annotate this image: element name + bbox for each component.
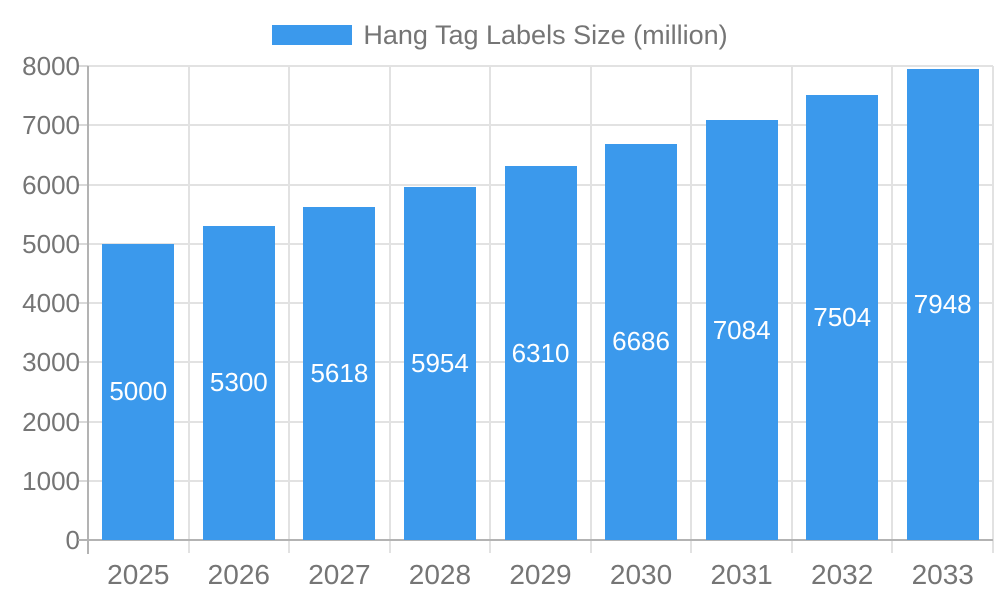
y-axis-tick xyxy=(78,361,88,364)
x-tick-label: 2025 xyxy=(107,559,170,590)
bar-value-label: 6686 xyxy=(612,326,670,357)
x-tick-label: 2032 xyxy=(811,559,874,590)
y-gridline xyxy=(88,124,993,127)
legend-swatch xyxy=(272,25,353,45)
bar-value-label: 7504 xyxy=(813,302,872,333)
x-tick-label: 2026 xyxy=(207,559,270,590)
bar-2032[interactable]: 7504 xyxy=(806,95,879,540)
x-gridline xyxy=(187,66,190,540)
y-axis-tick xyxy=(78,65,88,67)
x-gridline xyxy=(790,66,793,540)
x-axis-tick xyxy=(790,540,793,553)
x-tick-label: 2030 xyxy=(609,559,673,590)
bar-2029[interactable]: 6310 xyxy=(504,166,577,540)
x-axis-tick xyxy=(690,540,693,553)
x-axis-tick xyxy=(489,540,492,553)
x-axis-tick xyxy=(388,540,391,553)
x-gridline xyxy=(388,66,391,540)
bar-value-label: 6310 xyxy=(511,337,570,368)
bar-2028[interactable]: 5954 xyxy=(403,187,476,540)
x-gridline xyxy=(891,66,894,540)
y-axis-tick xyxy=(78,242,88,245)
bar-2025[interactable]: 5000 xyxy=(102,243,175,540)
x-axis-tick xyxy=(992,540,994,553)
bar-2026[interactable]: 5300 xyxy=(202,225,275,540)
x-tick-label: 2028 xyxy=(408,559,472,590)
y-tick-label: 7000 xyxy=(22,110,80,141)
x-tick-label: 2033 xyxy=(911,559,974,590)
y-axis-tick xyxy=(78,183,88,186)
y-tick-label: 1000 xyxy=(22,465,80,496)
x-gridline xyxy=(288,66,291,540)
y-axis-tick xyxy=(78,302,88,304)
bar-value-label: 7084 xyxy=(712,314,771,345)
bar-2030[interactable]: 6686 xyxy=(605,143,678,540)
y-tick-label: 8000 xyxy=(22,51,80,81)
y-axis-line xyxy=(87,66,89,554)
x-gridline xyxy=(690,66,693,540)
x-tick-label: 2031 xyxy=(710,559,773,590)
y-tick-label: 5000 xyxy=(22,228,80,259)
x-tick-label: 2029 xyxy=(509,559,572,590)
bar-value-label: 7948 xyxy=(913,289,972,320)
y-tick-label: 6000 xyxy=(22,169,80,200)
y-tick-label: 4000 xyxy=(22,288,80,318)
bar-value-label: 5618 xyxy=(310,358,369,389)
x-gridline xyxy=(589,66,592,540)
y-tick-label: 0 xyxy=(65,525,80,555)
bar-2027[interactable]: 5618 xyxy=(303,207,376,540)
bar-value-label: 5000 xyxy=(109,376,168,407)
bar-2031[interactable]: 7084 xyxy=(705,120,778,540)
y-tick-label: 3000 xyxy=(22,347,80,378)
y-tick-label: 2000 xyxy=(22,406,80,437)
x-gridline xyxy=(992,66,994,540)
bar-value-label: 5954 xyxy=(411,348,469,379)
legend-label: Hang Tag Labels Size (million) xyxy=(363,20,728,50)
y-gridline xyxy=(88,65,993,67)
legend-item[interactable]: Hang Tag Labels Size (million) xyxy=(0,20,1000,50)
x-axis-tick xyxy=(589,540,592,553)
x-axis-tick xyxy=(187,540,190,553)
x-axis-tick xyxy=(891,540,894,553)
bar-2033[interactable]: 7948 xyxy=(906,69,979,540)
x-axis-line xyxy=(78,539,993,541)
y-axis-tick xyxy=(78,420,88,423)
y-axis-tick xyxy=(78,124,88,127)
x-axis-tick xyxy=(288,540,291,553)
x-tick-label: 2027 xyxy=(308,559,371,590)
bar-value-label: 5300 xyxy=(209,367,268,398)
x-gridline xyxy=(489,66,492,540)
y-axis-tick xyxy=(78,479,88,482)
